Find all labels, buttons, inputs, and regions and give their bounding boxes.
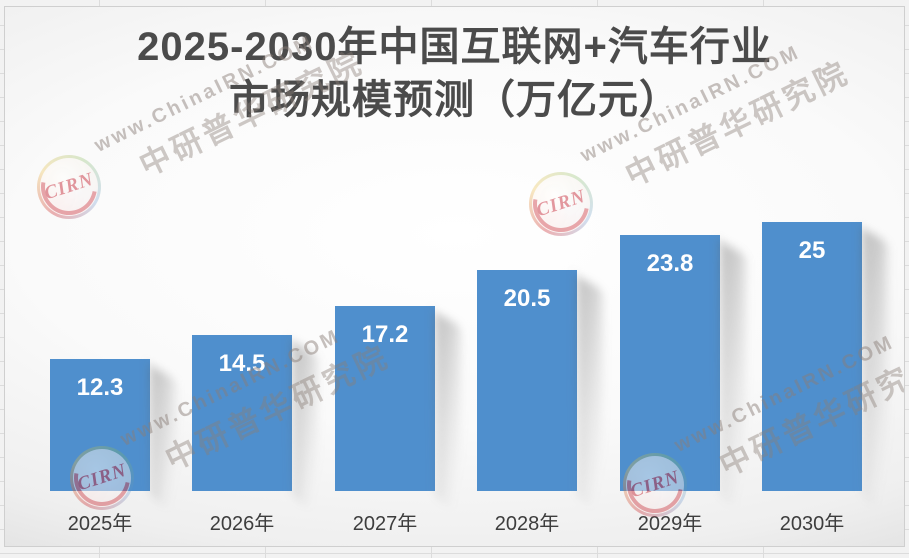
x-axis-label-2025: 2025年 xyxy=(67,513,133,535)
bar-2030: 25 xyxy=(762,222,862,491)
plot-area: 12.3 2025年 14.5 2026年 17.2 2027年 20.5 2028年 23.8… xyxy=(5,7,904,546)
chart-title-line1: 2025-2030年中国互联网+汽车行业 xyxy=(137,25,772,69)
chart-title-line2: 市场规模预测（万亿元） xyxy=(229,78,680,122)
bar-2029: 23.8 xyxy=(620,235,720,491)
chart-panel: 2025-2030年中国互联网+汽车行业 市场规模预测（万亿元） 12.3 202… xyxy=(4,6,905,547)
bar-value-label-2029: 23.8 xyxy=(646,250,694,277)
bar-value-label-2030: 25 xyxy=(798,237,826,264)
x-axis-label-2030: 2030年 xyxy=(779,513,845,535)
bar-value-label-2028: 20.5 xyxy=(503,285,551,312)
x-axis-label-2029: 2029年 xyxy=(637,513,703,535)
bar-2025: 12.3 xyxy=(50,359,150,491)
chart-title: 2025-2030年中国互联网+汽车行业 市场规模预测（万亿元） xyxy=(5,21,904,127)
bar-value-label-2025: 12.3 xyxy=(76,374,124,401)
x-axis-label-2027: 2027年 xyxy=(352,513,418,535)
bar-2027: 17.2 xyxy=(335,306,435,491)
bar-2028: 20.5 xyxy=(477,270,577,491)
bar-2026: 14.5 xyxy=(192,335,292,491)
x-axis-label-2026: 2026年 xyxy=(209,513,275,535)
bar-value-label-2027: 17.2 xyxy=(361,321,409,348)
x-axis-label-2028: 2028年 xyxy=(494,513,560,535)
bar-value-label-2026: 14.5 xyxy=(218,350,266,377)
